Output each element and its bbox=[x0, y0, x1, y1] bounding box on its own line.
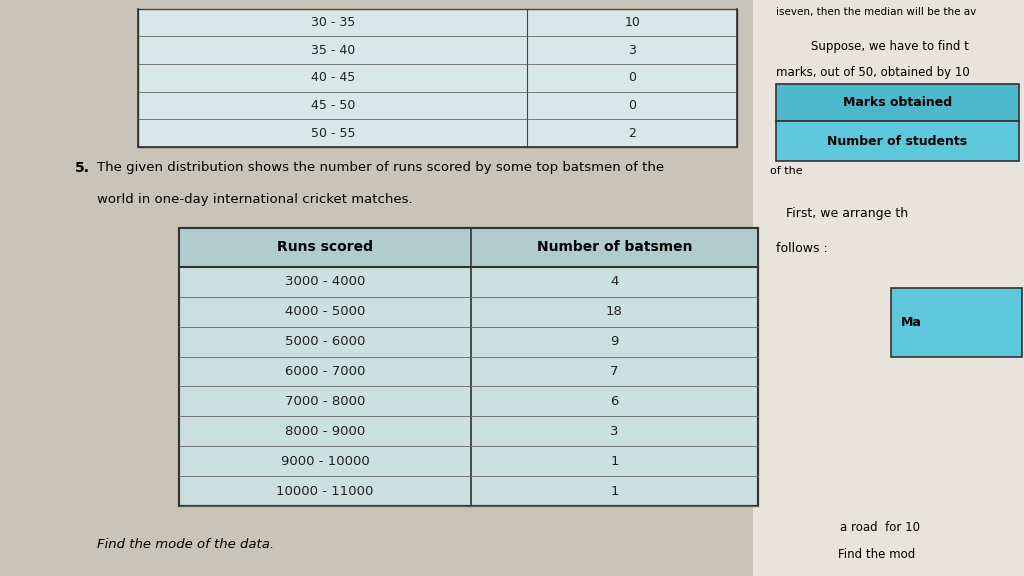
Text: 0: 0 bbox=[629, 99, 636, 112]
Text: 35 - 40: 35 - 40 bbox=[310, 44, 355, 56]
Text: 10: 10 bbox=[625, 16, 640, 29]
Text: Runs scored: Runs scored bbox=[278, 240, 373, 254]
Text: 40 - 45: 40 - 45 bbox=[310, 71, 355, 84]
Text: of the: of the bbox=[770, 166, 803, 176]
Text: 5000 - 6000: 5000 - 6000 bbox=[285, 335, 366, 348]
Text: 6: 6 bbox=[610, 395, 618, 408]
Text: 9: 9 bbox=[610, 335, 618, 348]
Bar bbox=[138, 9, 737, 147]
Text: a road  for 10: a road for 10 bbox=[840, 521, 920, 535]
Text: 9000 - 10000: 9000 - 10000 bbox=[281, 455, 370, 468]
Text: 8000 - 9000: 8000 - 9000 bbox=[285, 425, 366, 438]
Text: The given distribution shows the number of runs scored by some top batsmen of th: The given distribution shows the number … bbox=[97, 161, 665, 175]
Text: Number of students: Number of students bbox=[827, 135, 968, 147]
Text: Find the mod: Find the mod bbox=[838, 548, 914, 562]
Text: Suppose, we have to find t: Suppose, we have to find t bbox=[811, 40, 969, 54]
Bar bbox=[179, 228, 758, 267]
Bar bbox=[179, 228, 758, 506]
Text: marks, out of 50, obtained by 10: marks, out of 50, obtained by 10 bbox=[776, 66, 970, 79]
Text: 50 - 55: 50 - 55 bbox=[310, 127, 355, 139]
Text: iseven, then the median will be the av: iseven, then the median will be the av bbox=[776, 7, 977, 17]
Bar bbox=[891, 288, 1022, 357]
Text: 6000 - 7000: 6000 - 7000 bbox=[285, 365, 366, 378]
Text: 30 - 35: 30 - 35 bbox=[310, 16, 355, 29]
Text: world in one-day international cricket matches.: world in one-day international cricket m… bbox=[97, 193, 413, 206]
Text: 1: 1 bbox=[610, 455, 618, 468]
Text: 7000 - 8000: 7000 - 8000 bbox=[285, 395, 366, 408]
Text: 10000 - 11000: 10000 - 11000 bbox=[276, 485, 374, 498]
Text: Ma: Ma bbox=[901, 316, 922, 329]
Text: 7: 7 bbox=[610, 365, 618, 378]
Bar bbox=[753, 0, 1024, 576]
Bar bbox=[776, 121, 1019, 161]
Text: 45 - 50: 45 - 50 bbox=[310, 99, 355, 112]
Text: follows :: follows : bbox=[776, 242, 828, 255]
Text: 3: 3 bbox=[610, 425, 618, 438]
Text: Find the mode of the data.: Find the mode of the data. bbox=[97, 538, 274, 551]
Text: 3: 3 bbox=[629, 44, 636, 56]
Text: First, we arrange th: First, we arrange th bbox=[786, 207, 908, 221]
Bar bbox=[776, 84, 1019, 121]
Text: 3000 - 4000: 3000 - 4000 bbox=[285, 275, 366, 288]
Text: Marks obtained: Marks obtained bbox=[843, 96, 952, 109]
Text: 4: 4 bbox=[610, 275, 618, 288]
Text: 18: 18 bbox=[606, 305, 623, 318]
Text: 1: 1 bbox=[610, 485, 618, 498]
Text: 0: 0 bbox=[629, 71, 636, 84]
Text: 4000 - 5000: 4000 - 5000 bbox=[285, 305, 366, 318]
Text: Number of batsmen: Number of batsmen bbox=[537, 240, 692, 254]
Text: 2: 2 bbox=[629, 127, 636, 139]
Text: 5.: 5. bbox=[75, 161, 90, 175]
